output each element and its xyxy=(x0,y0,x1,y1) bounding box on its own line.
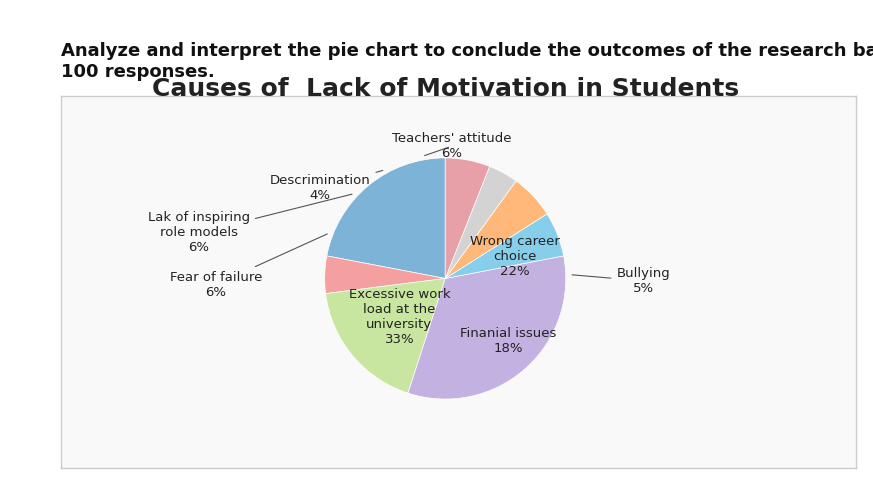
Text: Lak of inspiring
role models
6%: Lak of inspiring role models 6% xyxy=(148,194,352,254)
Text: Excessive work
load at the
university
33%: Excessive work load at the university 33… xyxy=(348,288,450,346)
Wedge shape xyxy=(326,279,445,393)
Text: Wrong career
choice
22%: Wrong career choice 22% xyxy=(471,235,560,278)
Text: Finanial issues
18%: Finanial issues 18% xyxy=(460,327,556,355)
Title: Causes of  Lack of Motivation in Students: Causes of Lack of Motivation in Students xyxy=(152,77,739,101)
Wedge shape xyxy=(445,214,564,279)
Wedge shape xyxy=(445,158,490,279)
Text: Teachers' attitude
6%: Teachers' attitude 6% xyxy=(391,132,511,160)
Wedge shape xyxy=(327,158,445,279)
Text: Descrimination
4%: Descrimination 4% xyxy=(270,171,382,202)
Text: Bullying
5%: Bullying 5% xyxy=(572,267,670,295)
Text: Fear of failure
6%: Fear of failure 6% xyxy=(169,234,327,299)
Wedge shape xyxy=(445,181,547,279)
Wedge shape xyxy=(408,256,566,399)
Wedge shape xyxy=(325,256,445,293)
Wedge shape xyxy=(445,166,516,279)
Text: Analyze and interpret the pie chart to conclude the outcomes of the research bas: Analyze and interpret the pie chart to c… xyxy=(61,43,873,81)
